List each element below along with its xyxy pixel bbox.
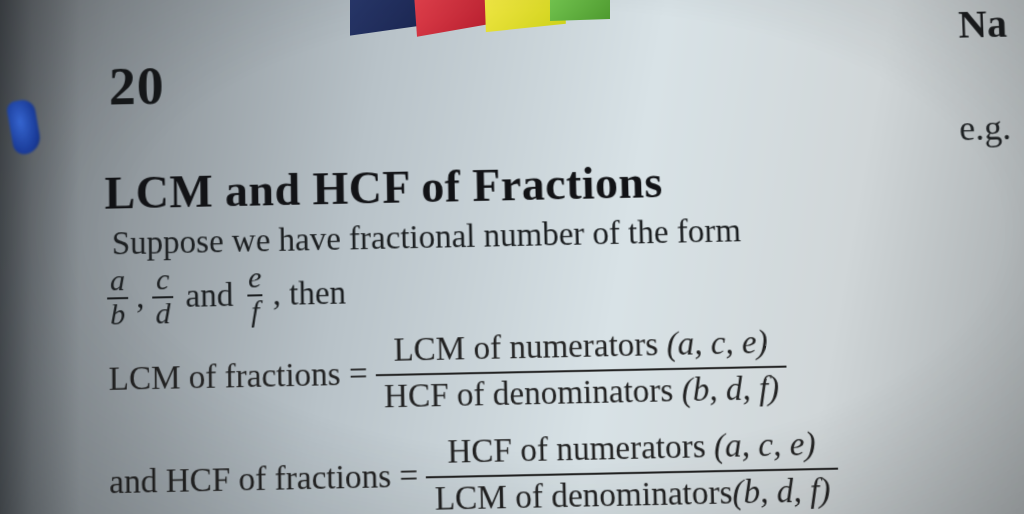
cropped-word-top-right: Na — [957, 0, 1007, 47]
hcf-lhs: and HCF of fractions = — [109, 459, 418, 503]
hcf-num-tuple: (a, c, e) — [714, 427, 817, 466]
intro-sentence: Suppose we have fractional number of the… — [112, 213, 742, 263]
hcf-formula-row: and HCF of fractions = HCF of numerators… — [109, 426, 839, 514]
lcm-formula-row: LCM of fractions = LCM of numerators (a,… — [108, 324, 787, 423]
hcf-denominator: LCM of denominators(b, d, f) — [426, 468, 839, 514]
object-green — [550, 0, 610, 21]
section-heading: LCM and HCF of Fractions — [104, 155, 663, 219]
numerator: e — [245, 263, 265, 294]
page-number: 20 — [109, 55, 165, 117]
lcm-num-tuple: (a, c, e) — [666, 325, 768, 363]
lcm-fraction: LCM of numerators (a, c, e) HCF of denom… — [375, 324, 788, 417]
numerator: a — [107, 266, 128, 297]
example-abbrev: e.g. — [958, 107, 1011, 150]
join-word-and: and — [181, 277, 237, 315]
lcm-num-prefix: LCM of numerators — [393, 327, 667, 369]
hcf-num-prefix: HCF of numerators — [447, 429, 715, 471]
hcf-fraction: HCF of numerators (a, c, e) LCM of denom… — [426, 426, 840, 514]
lcm-denominator: HCF of denominators (b, d, f) — [376, 366, 788, 418]
fraction-a-over-b: a b — [107, 266, 128, 331]
lcm-den-tuple: (b, d, f) — [681, 371, 780, 409]
numerator: c — [153, 265, 173, 296]
separator-comma: , — [136, 279, 145, 316]
foreground-objects — [350, 0, 610, 50]
denominator: d — [152, 296, 173, 330]
fraction-e-over-f: e f — [245, 263, 265, 327]
lcm-den-prefix: HCF of denominators — [384, 373, 682, 416]
fractions-list-line: a b , c d and e f , then — [105, 261, 347, 330]
page-content: 20 Na e.g. LCM and HCF of Fractions Supp… — [0, 0, 1024, 514]
denominator: b — [107, 297, 128, 331]
fraction-c-over-d: c d — [152, 265, 174, 330]
denominator: f — [248, 294, 263, 327]
lcm-lhs: LCM of fractions = — [109, 357, 368, 400]
hcf-den-prefix: LCM of denominators — [434, 475, 733, 514]
tail-then: , then — [272, 275, 346, 314]
hcf-den-tuple: (b, d, f) — [732, 473, 831, 512]
